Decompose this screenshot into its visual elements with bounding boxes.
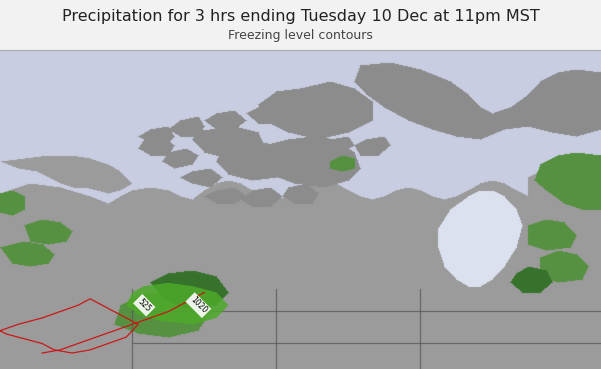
Text: Freezing level contours: Freezing level contours bbox=[228, 28, 373, 41]
Polygon shape bbox=[126, 283, 228, 324]
Text: 525: 525 bbox=[136, 297, 153, 314]
Text: Precipitation for 3 hrs ending Tuesday 10 Dec at 11pm MST: Precipitation for 3 hrs ending Tuesday 1… bbox=[62, 8, 539, 24]
Text: 1020: 1020 bbox=[188, 295, 209, 315]
